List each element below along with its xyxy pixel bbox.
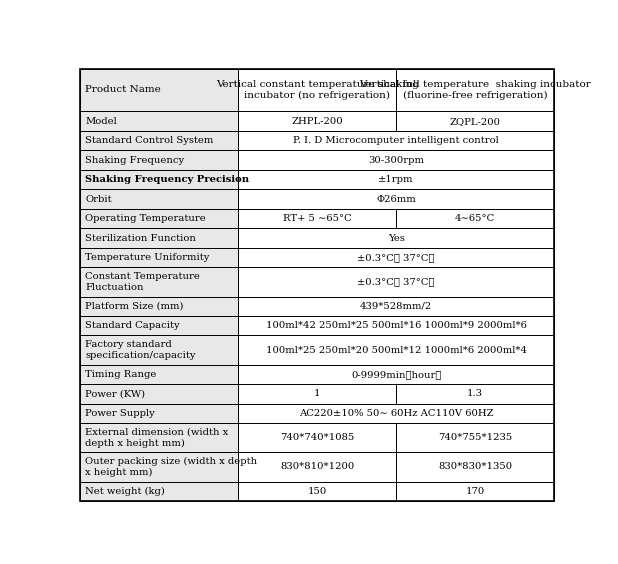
Bar xyxy=(396,384,554,404)
Bar xyxy=(80,336,239,365)
Text: 0-9999min（hour）: 0-9999min（hour） xyxy=(351,370,441,379)
Bar xyxy=(239,248,554,267)
Bar xyxy=(80,316,239,336)
Text: ZHPL-200: ZHPL-200 xyxy=(292,117,343,126)
Bar xyxy=(239,69,396,112)
Text: 170: 170 xyxy=(465,487,485,496)
Text: Constant Temperature
Fluctuation: Constant Temperature Fluctuation xyxy=(85,272,200,292)
Bar xyxy=(80,423,239,452)
Bar xyxy=(80,112,239,131)
Text: Standard Capacity: Standard Capacity xyxy=(85,321,180,331)
Bar xyxy=(396,69,554,112)
Text: P. I. D Microcomputer intelligent control: P. I. D Microcomputer intelligent contro… xyxy=(294,136,499,145)
Text: Vertical full temperature  shaking incubator
(fluorine-free refrigeration): Vertical full temperature shaking incuba… xyxy=(359,80,591,100)
Text: 1: 1 xyxy=(314,389,321,398)
Text: RT+ 5 ∼65°C: RT+ 5 ∼65°C xyxy=(283,214,352,223)
Text: AC220±10% 50∼ 60Hz AC110V 60HZ: AC220±10% 50∼ 60Hz AC110V 60HZ xyxy=(299,409,493,418)
Text: Orbit: Orbit xyxy=(85,195,112,204)
Text: Shaking Frequency Precision: Shaking Frequency Precision xyxy=(85,175,250,184)
Text: 100ml*25 250ml*20 500ml*12 1000ml*6 2000ml*4: 100ml*25 250ml*20 500ml*12 1000ml*6 2000… xyxy=(266,346,527,355)
Text: 439*528mm/2: 439*528mm/2 xyxy=(360,302,432,311)
Text: Temperature Uniformity: Temperature Uniformity xyxy=(85,253,210,262)
Text: Net weight (kg): Net weight (kg) xyxy=(85,487,165,496)
Bar xyxy=(239,190,554,209)
Text: Outer packing size (width x depth
x height mm): Outer packing size (width x depth x heig… xyxy=(85,457,258,477)
Text: Sterilization Function: Sterilization Function xyxy=(85,233,197,243)
Text: 1.3: 1.3 xyxy=(467,389,483,398)
Bar xyxy=(239,452,396,482)
Text: Yes: Yes xyxy=(387,233,405,243)
Bar xyxy=(80,190,239,209)
Text: 150: 150 xyxy=(308,487,327,496)
Bar xyxy=(396,209,554,228)
Bar xyxy=(80,131,239,151)
Bar xyxy=(80,452,239,482)
Text: Standard Control System: Standard Control System xyxy=(85,136,214,145)
Text: 740*740*1085: 740*740*1085 xyxy=(280,433,355,442)
Bar xyxy=(239,112,396,131)
Text: Product Name: Product Name xyxy=(85,86,161,95)
Bar xyxy=(80,209,239,228)
Bar xyxy=(239,316,554,336)
Text: ±0.3°C（ 37°C）: ±0.3°C（ 37°C） xyxy=(357,253,435,262)
Bar xyxy=(239,404,554,423)
Text: 30-300rpm: 30-300rpm xyxy=(368,156,424,165)
Bar xyxy=(80,404,239,423)
Bar xyxy=(239,482,396,501)
Bar xyxy=(239,209,396,228)
Text: Timing Range: Timing Range xyxy=(85,370,157,379)
Bar xyxy=(239,267,554,297)
Bar xyxy=(80,267,239,297)
Text: External dimension (width x
depth x height mm): External dimension (width x depth x heig… xyxy=(85,428,229,448)
Bar xyxy=(80,365,239,384)
Text: Φ26mm: Φ26mm xyxy=(376,195,416,204)
Bar xyxy=(239,365,554,384)
Text: Shaking Frequency: Shaking Frequency xyxy=(85,156,185,165)
Bar xyxy=(239,170,554,190)
Bar xyxy=(80,151,239,170)
Text: Factory standard
specification/capacity: Factory standard specification/capacity xyxy=(85,341,196,360)
Bar xyxy=(239,384,396,404)
Text: Power (KW): Power (KW) xyxy=(85,389,145,398)
Text: 830*810*1200: 830*810*1200 xyxy=(281,462,355,472)
Bar xyxy=(239,297,554,316)
Bar xyxy=(80,69,239,112)
Text: ±0.3°C（ 37°C）: ±0.3°C（ 37°C） xyxy=(357,277,435,287)
Bar xyxy=(396,423,554,452)
Text: Model: Model xyxy=(85,117,117,126)
Text: 830*830*1350: 830*830*1350 xyxy=(438,462,512,472)
Bar xyxy=(239,336,554,365)
Bar xyxy=(239,423,396,452)
Bar xyxy=(80,248,239,267)
Bar xyxy=(80,170,239,190)
Bar xyxy=(80,297,239,316)
Bar xyxy=(239,151,554,170)
Bar xyxy=(239,228,554,248)
Bar xyxy=(80,482,239,501)
Text: Platform Size (mm): Platform Size (mm) xyxy=(85,302,184,311)
Bar xyxy=(396,452,554,482)
Bar xyxy=(80,228,239,248)
Text: ±1rpm: ±1rpm xyxy=(378,175,414,184)
Bar xyxy=(396,112,554,131)
Text: 100ml*42 250ml*25 500ml*16 1000ml*9 2000ml*6: 100ml*42 250ml*25 500ml*16 1000ml*9 2000… xyxy=(266,321,527,331)
Text: Power Supply: Power Supply xyxy=(85,409,155,418)
Text: Vertical constant temperature shaking
incubator (no refrigeration): Vertical constant temperature shaking in… xyxy=(216,80,419,100)
Text: 4∼65°C: 4∼65°C xyxy=(455,214,495,223)
Bar xyxy=(239,131,554,151)
Text: 740*755*1235: 740*755*1235 xyxy=(438,433,512,442)
Text: ZQPL-200: ZQPL-200 xyxy=(449,117,501,126)
Text: Operating Temperature: Operating Temperature xyxy=(85,214,206,223)
Bar xyxy=(396,482,554,501)
Bar xyxy=(80,384,239,404)
